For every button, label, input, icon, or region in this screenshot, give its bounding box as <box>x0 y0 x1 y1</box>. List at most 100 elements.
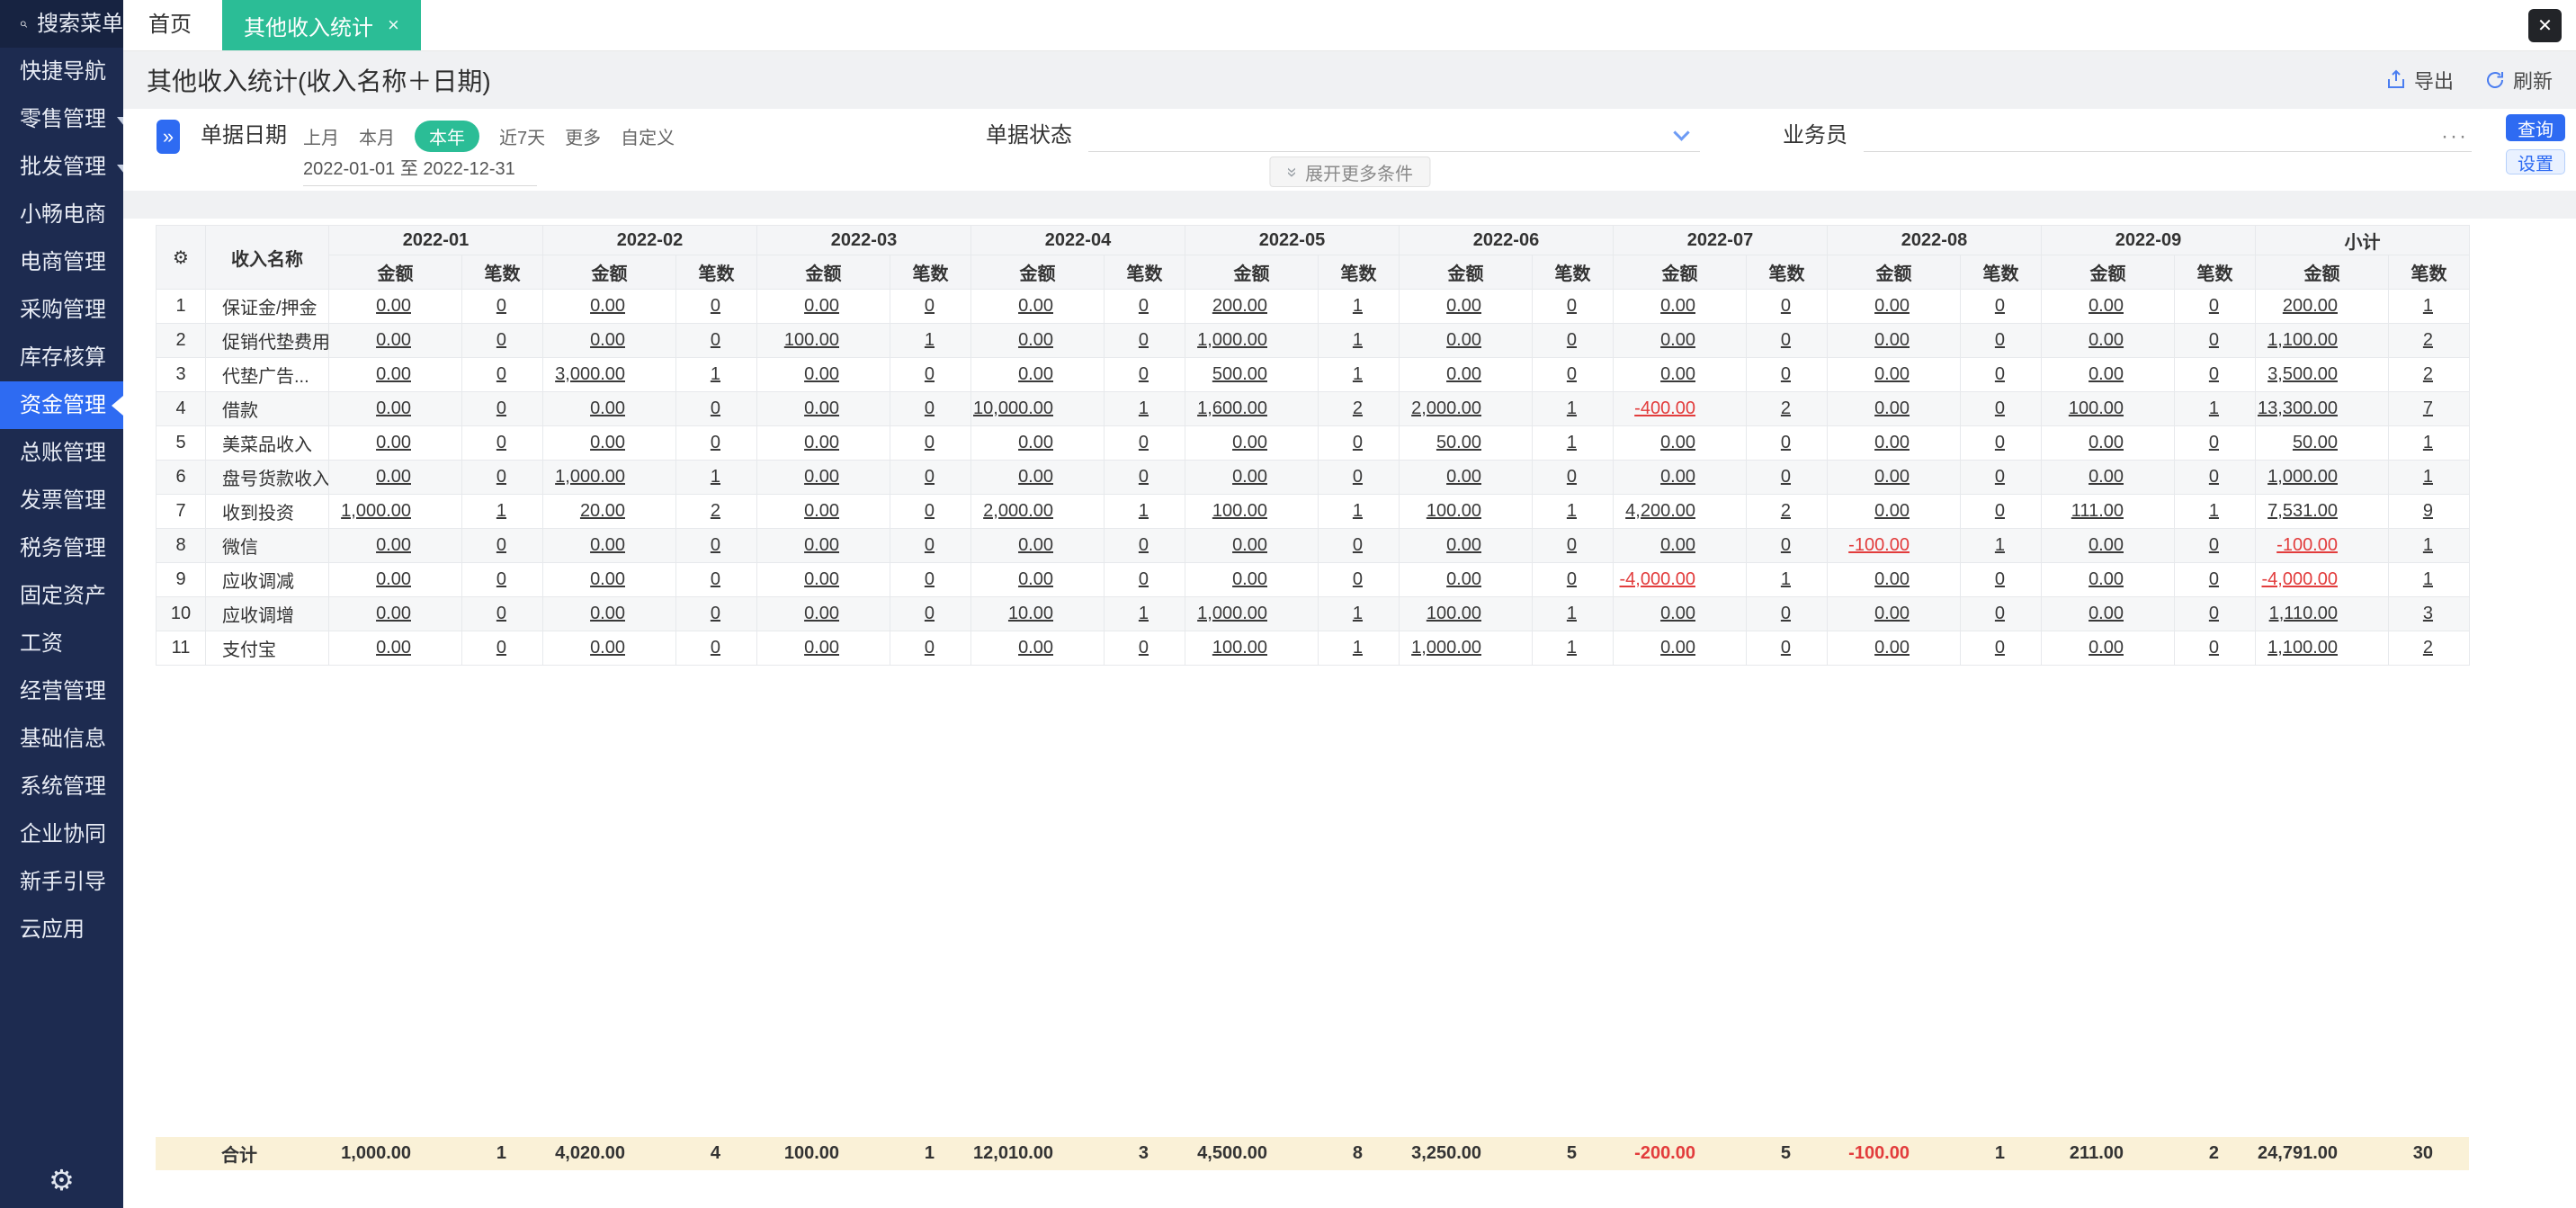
count-link[interactable]: 0 <box>1994 364 2005 384</box>
amount-link[interactable]: 1,000.00 <box>1197 330 1267 350</box>
count-link[interactable]: 0 <box>2208 467 2219 487</box>
amount-link[interactable]: 0.00 <box>1446 364 1481 384</box>
count-link[interactable]: 2 <box>1352 398 1363 418</box>
amount-link[interactable]: 0.00 <box>2089 467 2124 487</box>
sidebar-item-总账管理[interactable]: 总账管理 <box>0 429 123 477</box>
count-link[interactable]: 0 <box>1566 535 1577 555</box>
amount-link[interactable]: 0.00 <box>376 364 411 384</box>
amount-link[interactable]: 100.00 <box>1426 604 1481 623</box>
count-link[interactable]: 0 <box>496 569 506 589</box>
count-link[interactable]: 2 <box>710 501 720 521</box>
sidebar-item-零售管理[interactable]: 零售管理 <box>0 95 131 143</box>
count-link[interactable]: 0 <box>1780 467 1791 487</box>
amount-link[interactable]: 0.00 <box>1018 467 1053 487</box>
amount-link[interactable]: 0.00 <box>1660 467 1695 487</box>
amount-link[interactable]: 0.00 <box>376 569 411 589</box>
sidebar-item-资金管理[interactable]: 资金管理 <box>0 381 123 429</box>
amount-link[interactable]: 0.00 <box>1660 296 1695 316</box>
amount-link[interactable]: 0.00 <box>804 638 839 658</box>
count-link[interactable]: 0 <box>1994 433 2005 452</box>
count-link[interactable]: 0 <box>496 535 506 555</box>
date-option-近7天[interactable]: 近7天 <box>499 128 546 148</box>
count-link[interactable]: 0 <box>1566 467 1577 487</box>
date-option-自定义[interactable]: 自定义 <box>621 128 675 148</box>
amount-link[interactable]: 0.00 <box>2089 364 2124 384</box>
count-link[interactable]: 0 <box>710 296 720 316</box>
expand-more-conditions-button[interactable]: » 展开更多条件 <box>1268 157 1431 187</box>
amount-link[interactable]: 0.00 <box>2089 604 2124 623</box>
count-link[interactable]: 1 <box>1566 604 1577 623</box>
count-link[interactable]: 9 <box>2422 501 2433 521</box>
amount-link[interactable]: 1,600.00 <box>1197 398 1267 418</box>
amount-link[interactable]: 0.00 <box>1874 364 1910 384</box>
count-link[interactable]: 2 <box>2422 330 2433 350</box>
refresh-button[interactable]: 刷新 <box>2484 66 2553 94</box>
count-link[interactable]: 0 <box>1138 638 1149 658</box>
amount-link[interactable]: 1,110.00 <box>2268 604 2338 623</box>
settings-button[interactable]: 设置 <box>2506 149 2565 174</box>
amount-link[interactable]: 0.00 <box>376 330 411 350</box>
amount-link[interactable]: 0.00 <box>1232 433 1267 452</box>
count-link[interactable]: 0 <box>1994 467 2005 487</box>
amount-link[interactable]: 0.00 <box>1446 296 1481 316</box>
count-link[interactable]: 0 <box>496 296 506 316</box>
sidebar-item-发票管理[interactable]: 发票管理 <box>0 477 123 524</box>
amount-link[interactable]: 0.00 <box>2089 433 2124 452</box>
count-link[interactable]: 0 <box>1138 569 1149 589</box>
count-link[interactable]: 0 <box>1566 296 1577 316</box>
amount-link[interactable]: 0.00 <box>2089 638 2124 658</box>
amount-link[interactable]: 0.00 <box>1232 535 1267 555</box>
window-close-button[interactable]: ✕ <box>2528 9 2562 42</box>
amount-link[interactable]: 0.00 <box>590 433 625 452</box>
amount-link[interactable]: -400.00 <box>1634 398 1695 418</box>
amount-link[interactable]: 1,000.00 <box>341 501 411 521</box>
amount-link[interactable]: 0.00 <box>376 296 411 316</box>
count-link[interactable]: 1 <box>2422 569 2433 589</box>
amount-link[interactable]: 0.00 <box>1018 638 1053 658</box>
amount-link[interactable]: -4,000.00 <box>2261 569 2338 589</box>
amount-link[interactable]: 1,000.00 <box>555 467 625 487</box>
count-link[interactable]: 0 <box>1994 501 2005 521</box>
count-link[interactable]: 0 <box>1994 398 2005 418</box>
count-link[interactable]: 3 <box>2422 604 2433 623</box>
count-link[interactable]: 0 <box>1780 535 1791 555</box>
count-link[interactable]: 1 <box>710 364 720 384</box>
amount-link[interactable]: 1,100.00 <box>2267 638 2338 658</box>
count-link[interactable]: 1 <box>496 501 506 521</box>
count-link[interactable]: 0 <box>924 433 935 452</box>
count-link[interactable]: 0 <box>924 296 935 316</box>
amount-link[interactable]: 0.00 <box>1660 535 1695 555</box>
amount-link[interactable]: -4,000.00 <box>1619 569 1695 589</box>
amount-link[interactable]: 100.00 <box>1212 638 1267 658</box>
amount-link[interactable]: 0.00 <box>804 433 839 452</box>
count-link[interactable]: 0 <box>496 433 506 452</box>
amount-link[interactable]: 0.00 <box>1018 330 1053 350</box>
amount-link[interactable]: 0.00 <box>804 296 839 316</box>
count-link[interactable]: 0 <box>1352 569 1363 589</box>
count-link[interactable]: 0 <box>1138 330 1149 350</box>
count-link[interactable]: 0 <box>710 330 720 350</box>
status-select[interactable] <box>1088 120 1700 152</box>
amount-link[interactable]: 0.00 <box>1446 535 1481 555</box>
amount-link[interactable]: 0.00 <box>1874 296 1910 316</box>
tab-other-income-stats[interactable]: 其他收入统计 × <box>222 0 421 50</box>
count-link[interactable]: 0 <box>710 569 720 589</box>
amount-link[interactable]: 0.00 <box>804 535 839 555</box>
amount-link[interactable]: 0.00 <box>1446 569 1481 589</box>
sidebar-item-电商管理[interactable]: 电商管理 <box>0 238 123 286</box>
amount-link[interactable]: 0.00 <box>590 638 625 658</box>
count-link[interactable]: 2 <box>1780 398 1791 418</box>
count-link[interactable]: 1 <box>1138 604 1149 623</box>
count-link[interactable]: 1 <box>1994 535 2005 555</box>
count-link[interactable]: 1 <box>1780 569 1791 589</box>
sidebar-item-基础信息[interactable]: 基础信息 <box>0 715 123 763</box>
amount-link[interactable]: 0.00 <box>804 604 839 623</box>
sidebar-item-云应用[interactable]: 云应用 <box>0 906 123 953</box>
sidebar-search[interactable]: 搜索菜单 <box>0 0 123 48</box>
count-link[interactable]: 0 <box>1352 535 1363 555</box>
amount-link[interactable]: 500.00 <box>1212 364 1267 384</box>
count-link[interactable]: 0 <box>496 604 506 623</box>
collapse-filter-button[interactable]: » <box>157 120 180 154</box>
amount-link[interactable]: 1,000.00 <box>1197 604 1267 623</box>
count-link[interactable]: 0 <box>710 433 720 452</box>
